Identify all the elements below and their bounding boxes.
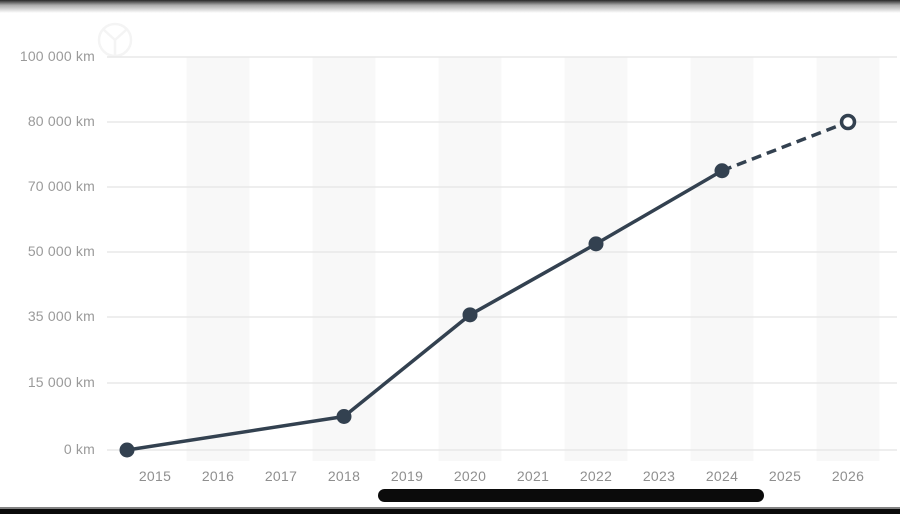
- data-point-dot: [462, 307, 478, 323]
- data-point-dot: [588, 236, 604, 252]
- video-progress-bar[interactable]: [378, 489, 764, 502]
- y-tick-label: 15 000 km: [27, 374, 95, 390]
- projected-point-open-dot: [839, 113, 857, 131]
- bottom-divider-line: [0, 507, 900, 509]
- y-tick-label: 0 km: [63, 441, 95, 457]
- x-tick-label: 2022: [579, 468, 613, 484]
- x-tick-label: 2017: [264, 468, 298, 484]
- x-tick-label: 2025: [768, 468, 802, 484]
- year-column-band: [690, 57, 754, 461]
- x-tick-label: 2024: [705, 468, 739, 484]
- bottom-letterbox-bar: [0, 509, 900, 514]
- y-tick-label: 80 000 km: [27, 113, 95, 129]
- x-tick-label: 2016: [201, 468, 235, 484]
- x-tick-label: 2021: [516, 468, 550, 484]
- y-tick-label: 35 000 km: [27, 308, 95, 324]
- y-tick-label: 70 000 km: [27, 178, 95, 194]
- x-tick-label: 2015: [138, 468, 172, 484]
- data-point-dot: [119, 442, 135, 458]
- year-column-band: [312, 57, 376, 461]
- x-tick-label: 2020: [453, 468, 487, 484]
- x-tick-label: 2019: [390, 468, 424, 484]
- y-tick-label: 100 000 km: [19, 48, 95, 64]
- x-tick-label: 2018: [327, 468, 361, 484]
- year-column-band: [438, 57, 502, 461]
- x-tick-label: 2026: [831, 468, 865, 484]
- x-tick-label: 2023: [642, 468, 676, 484]
- y-tick-label: 50 000 km: [27, 243, 95, 259]
- year-column-band: [564, 57, 628, 461]
- data-point-dot: [714, 163, 730, 179]
- top-letterbox-shade: [0, 0, 900, 13]
- data-point-dot: [336, 409, 352, 424]
- year-column-band: [186, 57, 250, 461]
- steering-wheel-icon: [96, 21, 134, 59]
- projected-mileage-line: [721, 120, 849, 173]
